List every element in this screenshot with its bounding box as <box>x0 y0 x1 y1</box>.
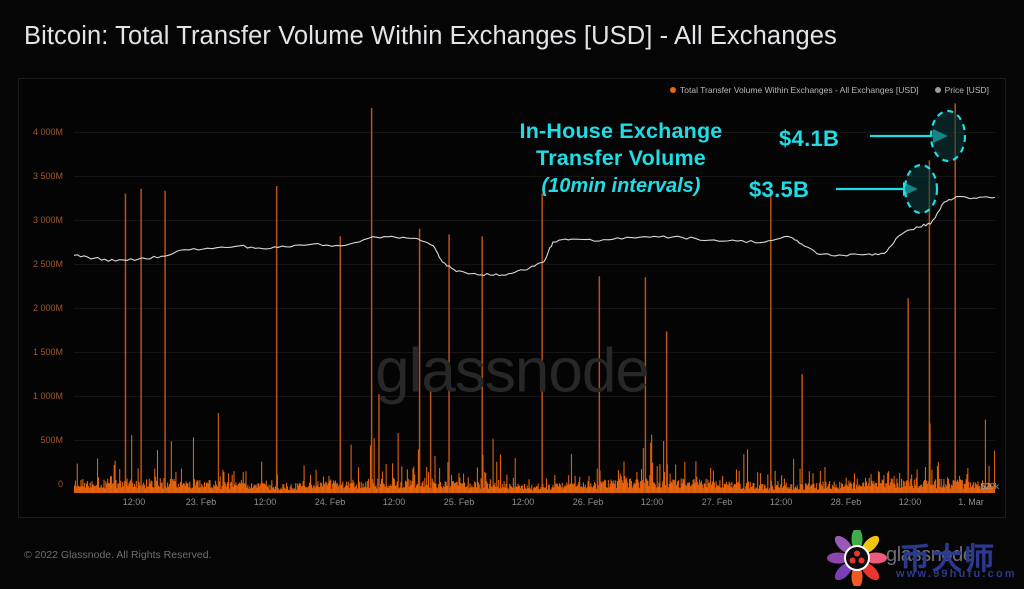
x-tick-label: 27. Feb <box>701 497 733 507</box>
footer-brand: glassnode 币大师 www.99hufu.com <box>826 528 1015 586</box>
callout-value-35b: $3.5B <box>749 177 810 202</box>
y-tick-label: 500M <box>40 435 63 445</box>
y-tick-label: 4 000M <box>32 127 63 137</box>
x-tick-label: 12:00 <box>253 497 277 507</box>
legend-item-volume[interactable]: Total Transfer Volume Within Exchanges -… <box>670 85 919 95</box>
y-axis: 4 000M 3 500M 3 000M 2 500M 2 000M 1 500… <box>19 79 63 517</box>
gridline <box>74 396 995 397</box>
y-tick-label: 2 000M <box>32 303 63 313</box>
x-tick-label: 1. Mar <box>958 497 984 507</box>
footer-cn-url: www.99hufu.com <box>896 568 1017 580</box>
x-tick-label: 12:00 <box>382 497 406 507</box>
x-tick-label: 12:00 <box>511 497 535 507</box>
y-tick-label: 1 000M <box>32 391 63 401</box>
right-axis-label: $20k <box>980 481 999 491</box>
chart-panel: Total Transfer Volume Within Exchanges -… <box>18 78 1006 518</box>
chart-legend: Total Transfer Volume Within Exchanges -… <box>19 85 1005 95</box>
callout-value-41b: $4.1B <box>779 126 840 151</box>
legend-label-price: Price [USD] <box>944 85 989 95</box>
gridline <box>74 264 995 265</box>
page-title: Bitcoin: Total Transfer Volume Within Ex… <box>24 22 837 50</box>
x-tick-label: 23. Feb <box>185 497 217 507</box>
gridline <box>74 352 995 353</box>
y-tick-label: 2 500M <box>32 259 63 269</box>
x-tick-label: 12:00 <box>898 497 922 507</box>
x-tick-label: 26. Feb <box>572 497 604 507</box>
x-axis: 12:00 23. Feb 12:00 24. Feb 12:00 25. Fe… <box>19 493 1005 517</box>
gridline <box>74 132 995 133</box>
legend-item-price[interactable]: Price [USD] <box>934 85 989 95</box>
y-tick-label: 1 500M <box>32 347 63 357</box>
y-tick-label: 3 000M <box>32 215 63 225</box>
x-tick-label: 12:00 <box>122 497 146 507</box>
footer-cn-watermark: 币大师 <box>900 543 996 576</box>
gridline <box>74 308 995 309</box>
x-tick-label: 12:00 <box>769 497 793 507</box>
y-tick-label: 3 500M <box>32 171 63 181</box>
y-tick-label: 0 <box>57 479 63 489</box>
x-tick-label: 28. Feb <box>830 497 862 507</box>
gridline <box>74 484 995 485</box>
x-tick-label: 12:00 <box>640 497 664 507</box>
footer-glassnode-text: glassnode <box>886 544 974 566</box>
x-tick-label: 25. Feb <box>443 497 475 507</box>
volume-series <box>74 103 995 493</box>
price-line-series <box>74 195 995 277</box>
gridline <box>74 176 995 177</box>
legend-label-volume: Total Transfer Volume Within Exchanges -… <box>680 85 919 95</box>
footer-copyright: © 2022 Glassnode. All Rights Reserved. <box>24 549 212 561</box>
gridline <box>74 220 995 221</box>
flower-logo-icon <box>827 530 887 586</box>
gridline <box>74 440 995 441</box>
plot-area[interactable] <box>74 89 995 493</box>
x-tick-label: 24. Feb <box>314 497 346 507</box>
chart-svg <box>74 103 995 493</box>
legend-dot-icon <box>670 87 676 93</box>
legend-dot-icon <box>934 87 941 93</box>
